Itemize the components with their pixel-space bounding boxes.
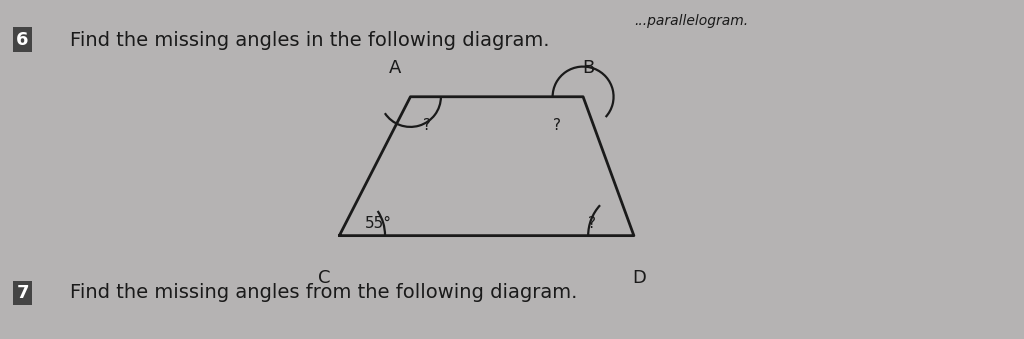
- Text: B: B: [582, 59, 594, 77]
- Text: A: A: [389, 59, 401, 77]
- Text: C: C: [317, 269, 331, 287]
- Text: Find the missing angles in the following diagram.: Find the missing angles in the following…: [71, 31, 550, 49]
- Text: Find the missing angles from the following diagram.: Find the missing angles from the followi…: [71, 283, 578, 302]
- Text: 6: 6: [16, 31, 29, 48]
- Text: ?: ?: [553, 118, 561, 133]
- Text: ?: ?: [588, 216, 596, 231]
- Text: 7: 7: [16, 284, 29, 302]
- Text: ?: ?: [423, 118, 431, 133]
- Text: 55°: 55°: [365, 216, 392, 231]
- Text: ...parallelogram.: ...parallelogram.: [634, 14, 748, 28]
- Text: D: D: [632, 269, 646, 287]
